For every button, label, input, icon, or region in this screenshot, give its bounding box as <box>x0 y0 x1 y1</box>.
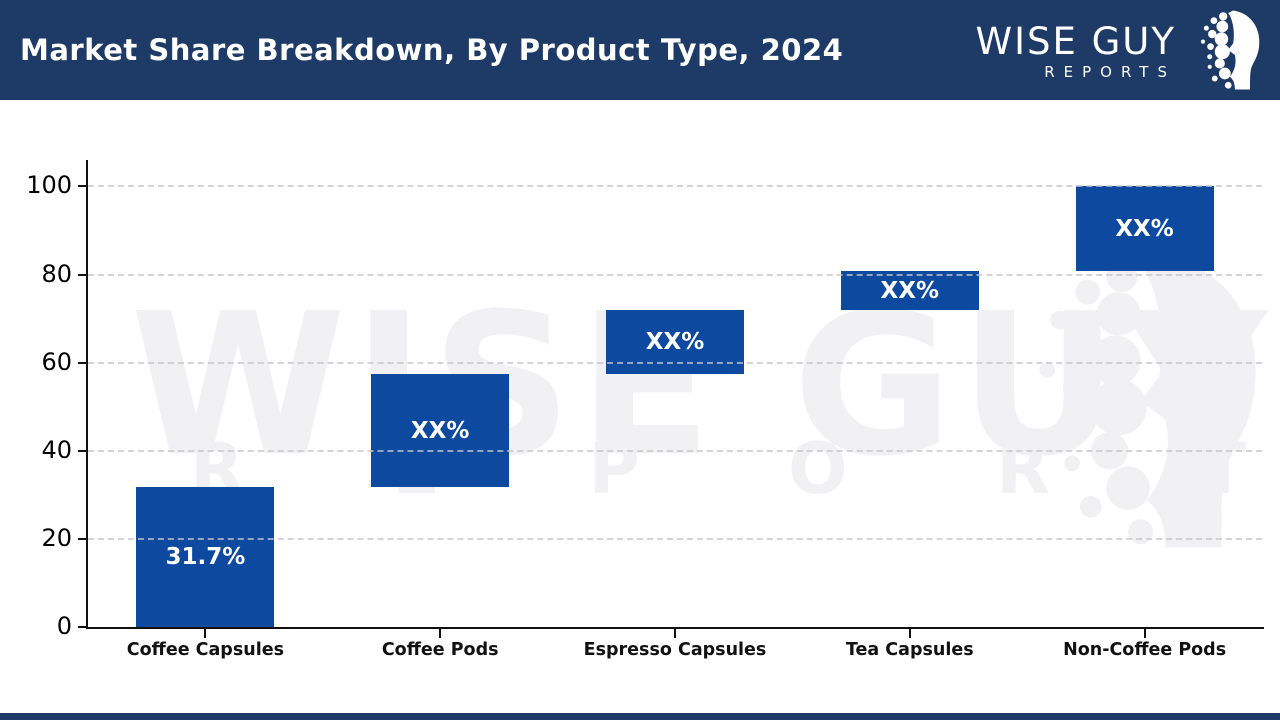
bar-value-label: XX% <box>645 328 705 355</box>
x-tick-label-0: Coffee Capsules <box>126 640 284 660</box>
chart-plot-area: 0 20 40 60 80 100 31.7% Coffee Capsules XX% Coffe… <box>0 100 1280 713</box>
watermark-head-icon <box>985 215 1265 591</box>
bar-coffee-pods: XX% <box>371 373 510 488</box>
x-tick-label-2: Espresso Capsules <box>583 640 767 660</box>
x-tick-mark-2 <box>674 629 676 638</box>
y-tick-label-0: 0 <box>56 612 72 640</box>
gridline-100 <box>88 185 1262 188</box>
x-tick-label-1: Coffee Pods <box>381 640 499 660</box>
bar-value-label: XX% <box>1115 215 1174 242</box>
x-tick-label-3: Tea Capsules <box>845 640 974 660</box>
bar-tea-capsules: XX% <box>840 271 979 311</box>
y-tick-mark-80 <box>78 273 86 276</box>
y-axis <box>86 160 88 629</box>
bar-value-label: XX% <box>410 417 470 444</box>
gridline-80 <box>88 273 1262 276</box>
x-tick-mark-3 <box>908 629 911 638</box>
footer-band <box>0 713 1280 720</box>
wiseguy-head-icon <box>1182 8 1266 96</box>
x-tick-mark-0 <box>204 629 207 638</box>
y-tick-label-20: 20 <box>41 523 72 552</box>
y-tick-label-60: 60 <box>41 347 72 376</box>
y-tick-label-100: 100 <box>26 171 72 200</box>
bar-value-label: 31.7% <box>165 544 246 571</box>
gridline-40 <box>88 449 1262 452</box>
y-tick-mark-0 <box>78 626 86 628</box>
header-band: Market Share Breakdown, By Product Type,… <box>0 0 1280 100</box>
y-tick-mark-100 <box>78 185 86 188</box>
y-tick-label-40: 40 <box>41 435 72 464</box>
x-tick-label-4: Non-Coffee Pods <box>1063 640 1227 660</box>
y-tick-mark-60 <box>78 361 86 364</box>
y-tick-mark-20 <box>78 537 86 540</box>
x-tick-mark-1 <box>439 629 442 638</box>
bar-coffee-capsules: 31.7% <box>136 487 275 627</box>
bar-espresso-capsules: XX% <box>606 310 744 374</box>
x-tick-mark-4 <box>1143 629 1146 638</box>
bar-non-coffee-pods: XX% <box>1075 186 1214 272</box>
logo-subtitle: REPORTS <box>1044 62 1176 81</box>
logo-wordmark: WISE GUY <box>975 20 1176 64</box>
x-axis <box>86 627 1264 629</box>
gridline-20 <box>88 537 1262 540</box>
y-tick-label-80: 80 <box>41 259 72 288</box>
wiseguy-logo-text: WISE GUY REPORTS <box>975 20 1176 81</box>
chart-title: Market Share Breakdown, By Product Type,… <box>20 33 844 67</box>
wiseguy-logo: WISE GUY REPORTS <box>976 8 1266 96</box>
bar-value-label: XX% <box>880 277 940 304</box>
y-tick-mark-40 <box>78 449 86 452</box>
gridline-60 <box>88 361 1262 364</box>
